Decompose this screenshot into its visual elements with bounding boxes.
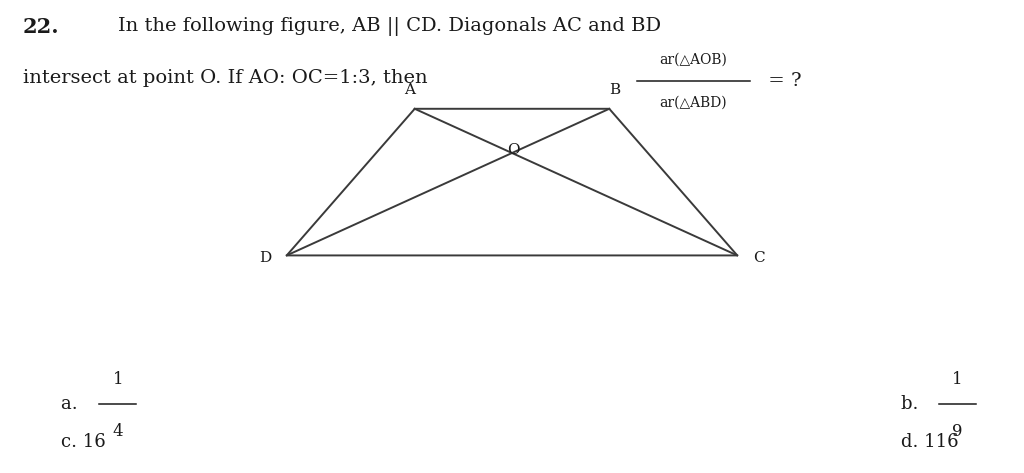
- Text: B: B: [609, 83, 620, 97]
- Text: 1: 1: [952, 371, 963, 388]
- Text: C: C: [753, 251, 764, 265]
- Text: 22.: 22.: [23, 17, 59, 36]
- Text: intersect at point O. If AO: OC=1:3, then: intersect at point O. If AO: OC=1:3, the…: [23, 69, 427, 87]
- Text: a.: a.: [61, 395, 87, 413]
- Text: A: A: [404, 83, 415, 97]
- Text: c. 16: c. 16: [61, 433, 106, 451]
- Text: = ?: = ?: [762, 72, 802, 90]
- Text: 9: 9: [952, 423, 963, 440]
- Text: b.: b.: [901, 395, 928, 413]
- Text: ar(△AOB): ar(△AOB): [659, 53, 727, 67]
- Text: O: O: [507, 143, 519, 157]
- Text: D: D: [259, 251, 271, 265]
- Text: In the following figure, AB || CD. Diagonals AC and BD: In the following figure, AB || CD. Diago…: [118, 17, 660, 35]
- Text: d. 116: d. 116: [901, 433, 958, 451]
- Text: 1: 1: [113, 371, 123, 388]
- Text: 4: 4: [113, 423, 123, 440]
- Text: ar(△ABD): ar(△ABD): [659, 96, 727, 110]
